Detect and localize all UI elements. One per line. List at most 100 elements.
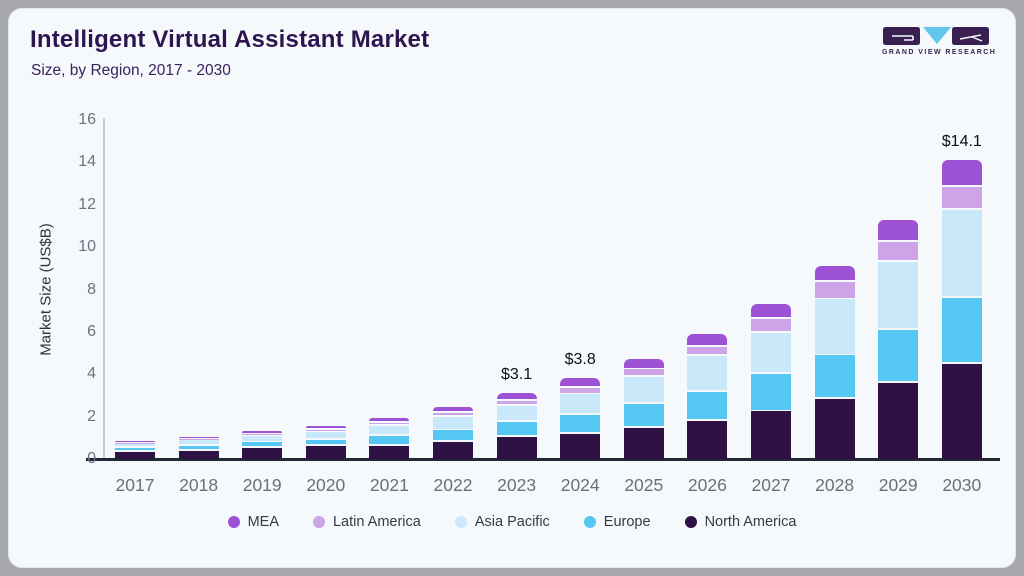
bar-2025-segment-latin-america [623, 369, 664, 375]
bar-value-label-2030: $14.1 [941, 133, 982, 151]
bar-2030-segment-europe [941, 297, 982, 362]
bar-2029-segment-latin-america [878, 241, 919, 261]
bar-2025-segment-europe [623, 403, 664, 427]
bar-2023-segment-europe [496, 421, 537, 435]
bar-2017-segment-asia-pacific [115, 443, 155, 447]
legend-dot-europe [583, 516, 596, 528]
legend-item-latin-america: Latin America [312, 514, 421, 530]
legend-label-north-america: North America [704, 514, 797, 530]
legend-item-north-america: North America [684, 514, 797, 530]
legend-item-mea: MEA [227, 514, 279, 530]
x-tick-label-2028: 2028 [815, 475, 855, 495]
bar-2030-segment-asia-pacific [941, 210, 982, 297]
bar-2024-segment-latin-america [560, 387, 601, 393]
y-tick-label-12: 12 [78, 195, 96, 213]
legend-dot-asia-pacific [454, 516, 467, 528]
bar-2021-segment-europe [369, 435, 410, 445]
bar-2028-segment-latin-america [814, 282, 855, 298]
bar-2028-segment-europe [814, 355, 855, 397]
bar-2017-segment-europe [115, 448, 155, 451]
x-tick-label-2019: 2019 [242, 475, 282, 495]
bar-2019-segment-mea [242, 431, 283, 433]
x-tick-label-2026: 2026 [687, 475, 727, 495]
y-tick-label-8: 8 [87, 280, 96, 298]
bar-value-label-2024: $3.8 [564, 351, 596, 369]
bar-2020-segment-latin-america [305, 429, 346, 431]
bar-2023-segment-mea [496, 393, 537, 399]
bar-2017-segment-mea [115, 440, 155, 442]
bar-2027-segment-mea [751, 304, 791, 318]
bar-2017-segment-latin-america [115, 442, 155, 444]
bar-2022-segment-mea [433, 407, 473, 412]
legend-dot-mea [227, 516, 240, 528]
bar-2027-segment-asia-pacific [751, 332, 791, 373]
bar-2019-segment-latin-america [242, 434, 283, 436]
bar-2027-segment-north-america [751, 411, 791, 459]
page-subtitle: Size, by Region, 2017 - 2030 [31, 62, 231, 79]
bar-2019-segment-europe [242, 442, 283, 446]
bar-2019-segment-north-america [242, 447, 283, 459]
legend-dot-north-america [684, 516, 697, 528]
bar-2025-segment-north-america [623, 428, 664, 459]
x-tick-label-2023: 2023 [497, 475, 537, 495]
x-tick-label-2018: 2018 [179, 475, 219, 495]
bar-2022-segment-latin-america [433, 413, 473, 415]
bar-2027-segment-europe [751, 374, 791, 410]
bar-value-label-2023: $3.1 [501, 366, 533, 384]
bar-2018-segment-north-america [178, 450, 219, 459]
bar-2021-segment-asia-pacific [369, 425, 410, 434]
bar-2020-segment-mea [305, 426, 346, 429]
bar-2024-segment-north-america [560, 433, 601, 459]
y-tick-label-14: 14 [78, 153, 96, 171]
y-axis-line [103, 118, 105, 459]
bar-2026-segment-mea [687, 333, 728, 345]
bar-2029-segment-asia-pacific [878, 261, 919, 328]
bar-2021-segment-latin-america [369, 422, 410, 424]
chart-legend: MEA Latin America Asia Pacific Europe North … [0, 514, 1024, 530]
legend-item-europe: Europe [583, 514, 651, 530]
legend-label-asia-pacific: Asia Pacific [474, 514, 550, 530]
legend-item-asia-pacific: Asia Pacific [454, 514, 550, 530]
bar-2024-segment-asia-pacific [560, 394, 601, 414]
bar-2022-segment-asia-pacific [433, 416, 473, 429]
y-tick-label-4: 4 [87, 365, 96, 383]
bar-2019-segment-asia-pacific [242, 436, 283, 441]
legend-label-europe: Europe [603, 514, 651, 530]
bar-2030-segment-north-america [941, 363, 982, 459]
bar-2027-segment-latin-america [751, 319, 791, 332]
x-axis-line [86, 458, 1000, 461]
bar-2029-segment-north-america [878, 382, 919, 459]
bar-2026-segment-latin-america [687, 346, 728, 355]
bar-2018-segment-mea [178, 436, 219, 438]
x-tick-label-2017: 2017 [115, 475, 155, 495]
x-tick-label-2021: 2021 [369, 475, 409, 495]
bar-2025-segment-mea [623, 359, 664, 368]
y-tick-label-6: 6 [87, 322, 96, 340]
bar-2028-segment-mea [814, 266, 855, 281]
bar-2020-segment-north-america [305, 446, 346, 459]
x-tick-label-2029: 2029 [878, 475, 918, 495]
bar-2020-segment-asia-pacific [305, 432, 346, 438]
bar-2021-segment-mea [369, 417, 410, 422]
bar-2018-segment-europe [178, 445, 219, 450]
x-tick-label-2025: 2025 [624, 475, 664, 495]
y-tick-label-16: 16 [78, 111, 96, 128]
bar-2017-segment-north-america [115, 452, 155, 459]
bar-2030-segment-latin-america [941, 186, 982, 209]
bar-2026-segment-asia-pacific [687, 356, 728, 391]
y-tick-label-10: 10 [78, 238, 96, 256]
bar-2028-segment-asia-pacific [814, 299, 855, 354]
x-tick-label-2022: 2022 [433, 475, 473, 495]
x-tick-label-2020: 2020 [306, 475, 346, 495]
bar-2023-segment-asia-pacific [496, 406, 537, 421]
bar-2018-segment-asia-pacific [178, 440, 219, 445]
bar-2028-segment-north-america [814, 398, 855, 459]
bar-2026-segment-north-america [687, 420, 728, 459]
bar-2030-segment-mea [941, 160, 982, 185]
bar-2021-segment-north-america [369, 445, 410, 459]
bar-2023-segment-latin-america [496, 400, 537, 405]
bar-2022-segment-north-america [433, 442, 473, 459]
y-tick-label-2: 2 [87, 407, 96, 425]
bar-2022-segment-europe [433, 430, 473, 441]
legend-dot-latin-america [312, 516, 325, 528]
